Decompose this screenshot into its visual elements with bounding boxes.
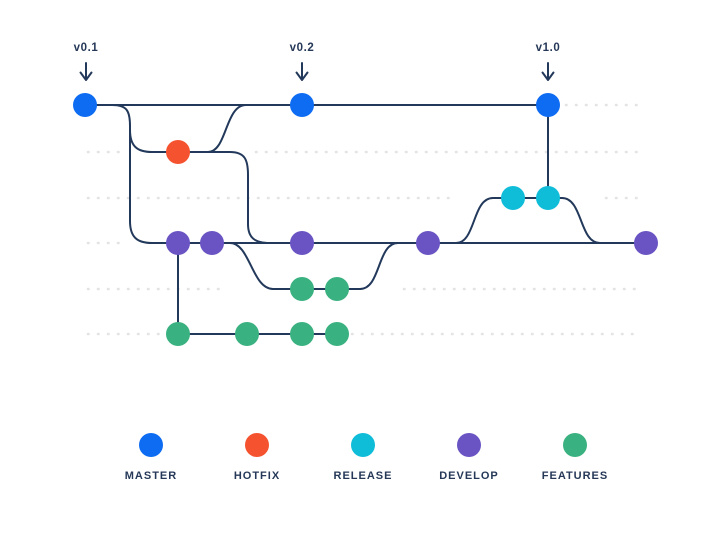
legend-dot-develop	[457, 433, 481, 457]
branch-lines	[84, 104, 647, 335]
legend-item-hotfix: HOTFIX	[204, 433, 310, 482]
legend-label-master: MASTER	[124, 470, 178, 482]
down-arrow-icon	[541, 62, 555, 81]
legend-label-release: RELEASE	[333, 470, 393, 482]
commit-dot-release	[501, 186, 525, 210]
commit-dot-master	[536, 93, 560, 117]
legend-dot-release	[351, 433, 375, 457]
commit-dot-features	[166, 322, 190, 346]
commit-dots	[73, 93, 658, 346]
commit-dot-features	[290, 277, 314, 301]
down-arrow-icon	[295, 62, 309, 81]
commit-dot-develop	[634, 231, 658, 255]
commit-dot-features	[325, 277, 349, 301]
tag-label-v02: v0.2	[290, 42, 315, 54]
commit-dot-develop	[290, 231, 314, 255]
master-to-hotfix-branch	[129, 129, 169, 153]
legend-dot-hotfix	[245, 433, 269, 457]
version-tags: v0.1 v0.2 v1.0	[74, 42, 561, 81]
commit-dot-features	[325, 322, 349, 346]
hotfix-merge-to-develop	[177, 151, 271, 244]
commit-dot-develop	[416, 231, 440, 255]
commit-dot-hotfix	[166, 140, 190, 164]
commit-dot-features	[290, 322, 314, 346]
gitflow-diagram: v0.1 v0.2 v1.0	[73, 42, 658, 346]
legend-label-hotfix: HOTFIX	[233, 470, 281, 482]
master-to-develop-branch	[111, 104, 165, 244]
release-branch-line	[455, 197, 601, 244]
legend-item-develop: DEVELOP	[416, 433, 522, 482]
legend-item-master: MASTER	[98, 433, 204, 482]
commit-dot-master	[290, 93, 314, 117]
dotted-gridlines	[86, 103, 640, 336]
legend-dot-master	[139, 433, 163, 457]
legend-item-release: RELEASE	[310, 433, 416, 482]
hotfix-merge-to-master	[177, 104, 247, 153]
legend-dot-features	[563, 433, 587, 457]
commit-dot-develop	[166, 231, 190, 255]
tag-label-v10: v1.0	[536, 42, 561, 54]
commit-dot-release	[536, 186, 560, 210]
feature-branch-upper	[229, 242, 399, 290]
commit-dot-master	[73, 93, 97, 117]
legend-label-features: FEATURES	[541, 470, 609, 482]
legend: MASTER HOTFIX RELEASE DEVELOP FEATURES	[0, 433, 726, 482]
legend-item-features: FEATURES	[522, 433, 628, 482]
tag-label-v01: v0.1	[74, 42, 99, 54]
commit-dot-features	[235, 322, 259, 346]
commit-dot-develop	[200, 231, 224, 255]
legend-label-develop: DEVELOP	[439, 470, 499, 482]
down-arrow-icon	[79, 62, 93, 81]
